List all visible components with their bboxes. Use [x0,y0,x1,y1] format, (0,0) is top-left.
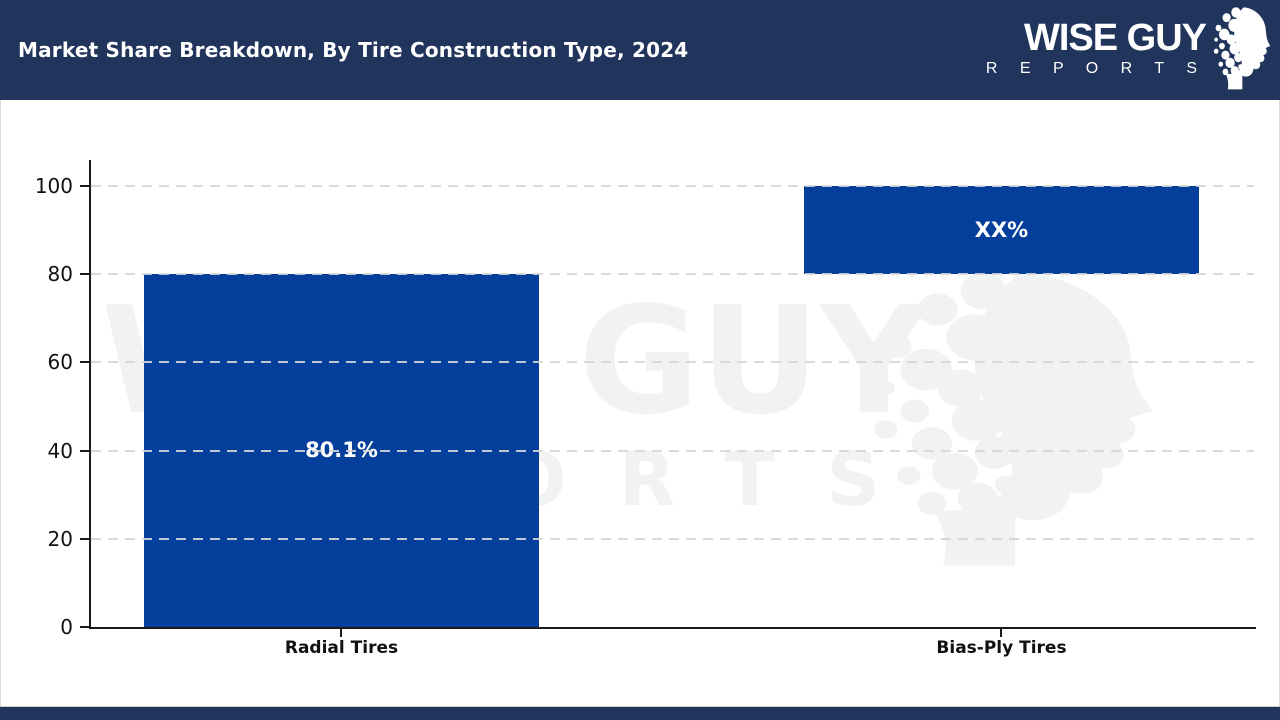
bar-value-label: XX% [974,218,1029,243]
x-category-label: Radial Tires [284,638,399,658]
gridline [91,449,1254,452]
y-tick-label: 80 [47,262,73,287]
header-bar: Market Share Breakdown, By Tire Construc… [0,0,1280,100]
y-axis-line [89,160,91,629]
y-tick [80,185,89,187]
brand-name: WISE GUY [1023,16,1207,59]
gridline [91,537,1254,540]
y-tick-label: 100 [34,174,73,198]
watermark-head-profile-icon [874,272,1153,566]
y-tick [80,449,89,452]
x-tick [1000,629,1002,637]
brand-logo: WISE GUY R E P O R T S [986,6,1272,90]
brand-subname: R E P O R T S [985,60,1206,78]
gridline [91,185,1254,187]
x-tick [340,629,342,637]
y-tick-label: 0 [60,615,73,639]
x-axis-line [89,627,1256,629]
brand-logo-text: WISE GUY R E P O R T S [985,16,1207,79]
y-tick-label: 60 [47,350,73,375]
x-category-label: Bias-Ply Tires [936,638,1067,658]
y-tick [80,361,89,364]
bar-bias-ply-tires: XX% [804,186,1199,275]
y-tick-label: 40 [47,438,73,463]
y-tick-label: 20 [47,526,73,551]
y-tick [80,537,89,540]
y-tick [80,626,89,628]
footer-bar [0,707,1280,720]
y-tick [80,273,89,276]
gridline [91,361,1254,364]
head-profile-icon [1213,7,1271,90]
page-title: Market Share Breakdown, By Tire Construc… [18,38,689,62]
chart-card: WISE GUY REPORTS 80.1% XX% [0,100,1280,707]
gridline [91,273,1254,276]
